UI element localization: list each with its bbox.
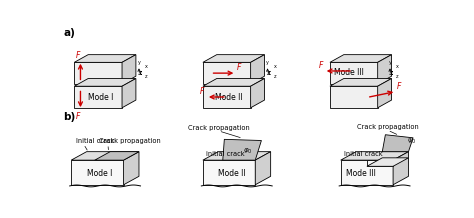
- Polygon shape: [367, 160, 393, 166]
- Polygon shape: [74, 62, 122, 84]
- Polygon shape: [71, 152, 139, 160]
- Text: initial crack: initial crack: [206, 151, 245, 157]
- Polygon shape: [341, 160, 393, 185]
- Text: F: F: [319, 61, 323, 70]
- Polygon shape: [255, 152, 271, 185]
- Text: F: F: [75, 51, 80, 60]
- Text: Mode I: Mode I: [88, 92, 113, 102]
- Text: Mode III: Mode III: [334, 68, 364, 77]
- Polygon shape: [251, 78, 264, 108]
- Text: a): a): [64, 29, 75, 38]
- Polygon shape: [122, 78, 136, 108]
- Text: y: y: [137, 60, 140, 65]
- Text: x: x: [273, 63, 277, 68]
- Text: Mode III: Mode III: [346, 169, 375, 178]
- Polygon shape: [378, 55, 392, 84]
- Polygon shape: [71, 160, 124, 185]
- Text: y: y: [266, 60, 269, 65]
- Polygon shape: [330, 86, 378, 108]
- Text: Crack propagation: Crack propagation: [188, 125, 249, 131]
- Text: x: x: [145, 63, 148, 68]
- Polygon shape: [124, 152, 139, 185]
- Polygon shape: [203, 78, 264, 86]
- Text: z: z: [273, 74, 276, 79]
- Text: Crack propagation: Crack propagation: [99, 138, 160, 144]
- Polygon shape: [330, 62, 378, 84]
- Polygon shape: [383, 135, 413, 152]
- Text: Initial crack: Initial crack: [344, 151, 383, 157]
- Polygon shape: [74, 86, 122, 108]
- Polygon shape: [203, 86, 251, 108]
- Polygon shape: [203, 55, 264, 62]
- Polygon shape: [341, 152, 409, 160]
- Polygon shape: [203, 152, 271, 160]
- Polygon shape: [203, 160, 255, 185]
- Polygon shape: [393, 152, 409, 185]
- Polygon shape: [95, 152, 139, 160]
- Text: F: F: [397, 82, 401, 91]
- Text: x: x: [396, 63, 399, 68]
- Text: y: y: [389, 60, 392, 65]
- Text: F: F: [75, 112, 80, 121]
- Text: Mode II: Mode II: [215, 92, 243, 102]
- Polygon shape: [74, 78, 136, 86]
- Polygon shape: [378, 78, 392, 108]
- Polygon shape: [330, 55, 392, 62]
- Text: Mode II: Mode II: [218, 169, 246, 178]
- Polygon shape: [203, 62, 251, 84]
- Polygon shape: [223, 139, 261, 160]
- Polygon shape: [122, 55, 136, 84]
- Polygon shape: [367, 158, 409, 166]
- Text: Initial crack: Initial crack: [76, 138, 114, 144]
- Text: b): b): [64, 112, 76, 122]
- Text: z: z: [145, 74, 148, 79]
- Polygon shape: [74, 55, 136, 62]
- Text: Mode I: Mode I: [87, 169, 113, 178]
- Polygon shape: [330, 78, 392, 86]
- Polygon shape: [251, 55, 264, 84]
- Text: $\psi_0$: $\psi_0$: [407, 136, 416, 145]
- Text: $\varphi_0$: $\varphi_0$: [243, 146, 252, 155]
- Text: F: F: [200, 87, 204, 96]
- Text: Crack propagation: Crack propagation: [356, 124, 419, 130]
- Text: F: F: [237, 63, 241, 72]
- Text: z: z: [396, 74, 399, 79]
